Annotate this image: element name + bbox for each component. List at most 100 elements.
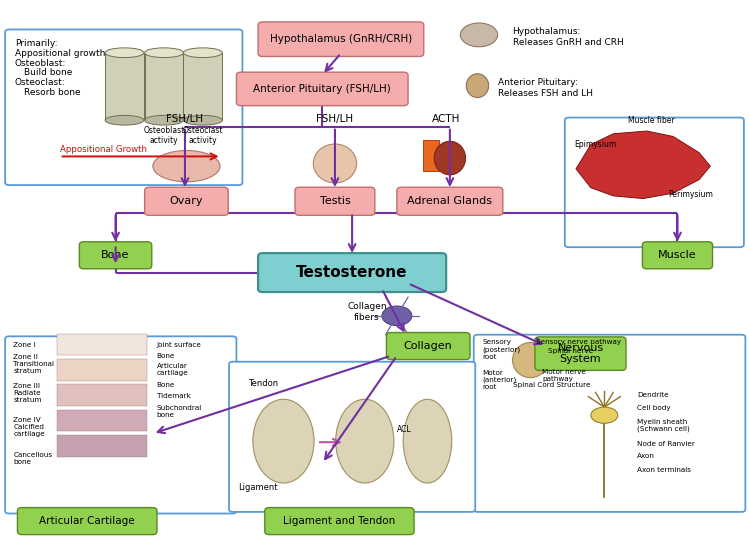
Bar [58, 333, 147, 355]
Text: Articular Cartilage: Articular Cartilage [40, 516, 135, 526]
Text: Motor
(anterior)
root: Motor (anterior) root [482, 370, 517, 390]
Ellipse shape [382, 306, 412, 325]
Text: Testosterone: Testosterone [297, 265, 408, 280]
Text: Bone: Bone [157, 382, 175, 388]
Text: Appositional growth: Appositional growth [15, 49, 105, 58]
Text: Zone II
Transitional
stratum: Zone II Transitional stratum [13, 353, 55, 374]
Text: ACL: ACL [397, 425, 411, 434]
Text: Testis: Testis [320, 196, 351, 206]
Bar [58, 384, 147, 406]
Bar [423, 140, 440, 171]
FancyBboxPatch shape [565, 117, 744, 247]
Text: FSH/LH: FSH/LH [316, 114, 354, 124]
Text: Dendrite: Dendrite [637, 392, 669, 397]
Ellipse shape [461, 23, 497, 47]
Ellipse shape [105, 48, 144, 58]
Ellipse shape [153, 150, 220, 182]
Text: Adrenal Glands: Adrenal Glands [407, 196, 492, 206]
Text: Osteoclast
activity: Osteoclast activity [183, 125, 223, 145]
FancyBboxPatch shape [79, 242, 152, 269]
Text: ACTH: ACTH [432, 114, 461, 124]
FancyBboxPatch shape [474, 334, 745, 512]
Text: Axon: Axon [637, 453, 655, 459]
Text: Appositional Growth: Appositional Growth [60, 146, 147, 154]
Text: Spinal Cord Structure: Spinal Cord Structure [513, 382, 591, 388]
Ellipse shape [434, 141, 466, 175]
Text: Joint surface: Joint surface [157, 342, 201, 348]
Text: Myelin sheath
(Schwann cell): Myelin sheath (Schwann cell) [637, 419, 690, 432]
Text: Articular
cartilage: Articular cartilage [157, 363, 188, 376]
Text: Muscle fiber: Muscle fiber [628, 116, 675, 124]
FancyBboxPatch shape [295, 187, 374, 216]
FancyBboxPatch shape [643, 242, 712, 269]
Ellipse shape [184, 115, 222, 125]
FancyBboxPatch shape [258, 253, 446, 292]
Text: Collagen: Collagen [404, 341, 452, 351]
Text: Axon terminals: Axon terminals [637, 468, 691, 473]
Text: Bone: Bone [157, 352, 175, 358]
Text: Muscle: Muscle [658, 250, 697, 260]
Text: FSH/LH: FSH/LH [166, 114, 204, 124]
FancyBboxPatch shape [17, 508, 157, 535]
FancyBboxPatch shape [265, 508, 414, 535]
Ellipse shape [313, 144, 357, 183]
Text: Primarily:: Primarily: [15, 39, 58, 48]
Text: Ligament and Tendon: Ligament and Tendon [283, 516, 395, 526]
Ellipse shape [145, 115, 184, 125]
FancyBboxPatch shape [237, 72, 408, 106]
Ellipse shape [336, 399, 394, 483]
Text: Perimysium: Perimysium [668, 190, 712, 199]
Text: Epimysium: Epimysium [574, 140, 616, 149]
Text: Bone: Bone [101, 250, 130, 260]
Text: Osteoclast:: Osteoclast: [15, 78, 65, 87]
Ellipse shape [253, 399, 314, 483]
Text: Anterior Pituitary (FSH/LH): Anterior Pituitary (FSH/LH) [253, 84, 391, 94]
Text: Anterior Pituitary:
Releases FSH and LH: Anterior Pituitary: Releases FSH and LH [497, 78, 592, 98]
Text: Ligament: Ligament [238, 483, 277, 492]
Text: Nervous
System: Nervous System [557, 343, 604, 364]
Bar [58, 435, 147, 457]
FancyBboxPatch shape [145, 187, 228, 216]
Text: Tendon: Tendon [248, 380, 278, 388]
Text: Collagen
fibers: Collagen fibers [348, 302, 386, 321]
Text: Subchondral
bone: Subchondral bone [157, 406, 201, 419]
Ellipse shape [403, 399, 452, 483]
Text: Hypothalamus (GnRH/CRH): Hypothalamus (GnRH/CRH) [270, 34, 412, 44]
Text: Motor nerve
pathway: Motor nerve pathway [542, 369, 586, 382]
Text: Tidemark: Tidemark [157, 393, 190, 399]
FancyBboxPatch shape [386, 332, 470, 359]
Ellipse shape [512, 343, 548, 377]
Ellipse shape [591, 407, 618, 424]
FancyBboxPatch shape [258, 22, 424, 56]
Ellipse shape [105, 115, 144, 125]
Polygon shape [576, 131, 710, 199]
Bar [105, 53, 144, 120]
Text: Ovary: Ovary [170, 196, 203, 206]
Text: Sensory nerve pathway: Sensory nerve pathway [536, 339, 621, 345]
Bar [184, 53, 222, 120]
Text: Osteoblast
activity: Osteoblast activity [144, 125, 185, 145]
Ellipse shape [467, 74, 488, 98]
Text: Zone IV
Calcified
cartilage: Zone IV Calcified cartilage [13, 418, 45, 437]
FancyBboxPatch shape [535, 337, 626, 370]
Text: Resorb bone: Resorb bone [24, 88, 80, 97]
FancyBboxPatch shape [397, 187, 503, 216]
Text: Zone III
Radiate
stratum: Zone III Radiate stratum [13, 383, 42, 403]
Text: Spinal nerve: Spinal nerve [548, 348, 593, 354]
Text: Build bone: Build bone [24, 68, 72, 77]
FancyBboxPatch shape [5, 336, 237, 514]
Text: Zone I: Zone I [13, 342, 36, 348]
FancyBboxPatch shape [229, 362, 475, 512]
Ellipse shape [145, 48, 184, 58]
FancyBboxPatch shape [5, 29, 243, 185]
Text: Node of Ranvier: Node of Ranvier [637, 441, 695, 447]
Text: Cancellous
bone: Cancellous bone [13, 452, 52, 465]
Bar [145, 53, 184, 120]
Text: Cell body: Cell body [637, 405, 671, 411]
Text: Hypothalamus:
Releases GnRH and CRH: Hypothalamus: Releases GnRH and CRH [512, 27, 623, 47]
Ellipse shape [184, 48, 222, 58]
Bar [58, 410, 147, 431]
Bar [58, 359, 147, 381]
Text: Osteoblast:: Osteoblast: [15, 59, 66, 68]
Text: Sensory
(posterior)
root: Sensory (posterior) root [482, 339, 521, 359]
